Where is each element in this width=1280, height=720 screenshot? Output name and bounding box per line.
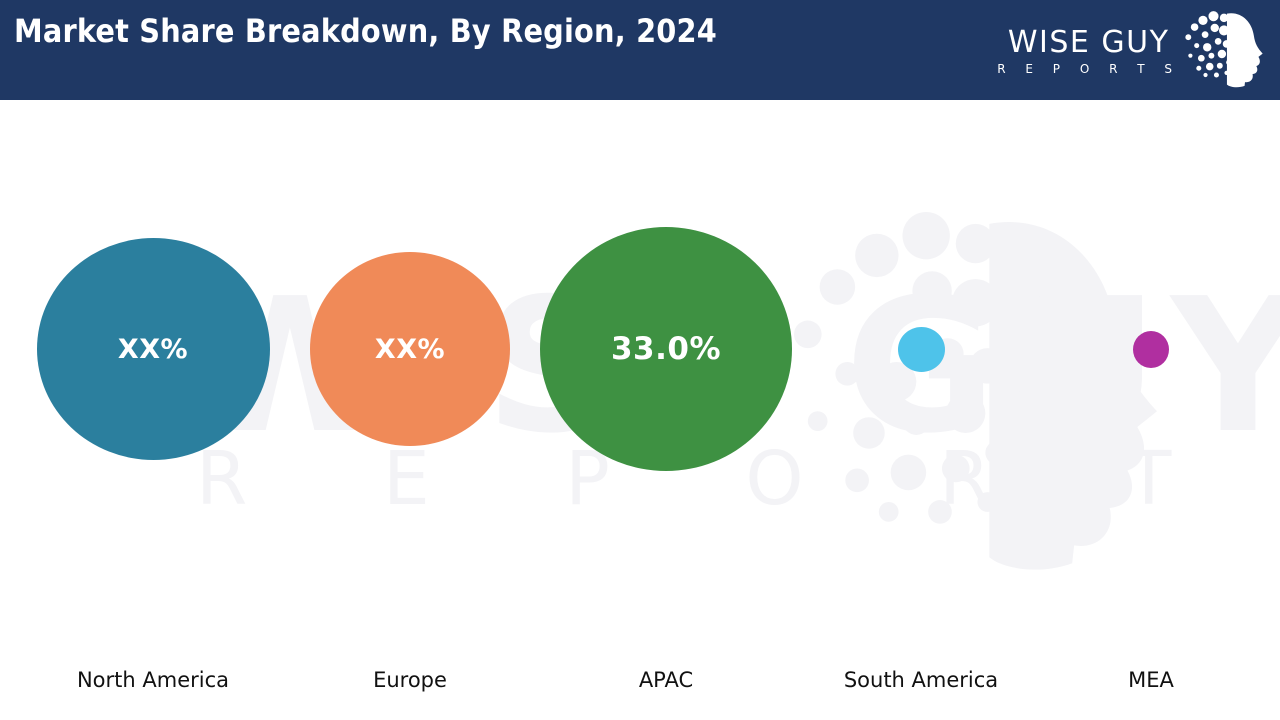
bubble-value-label: XX% xyxy=(374,333,446,365)
bubble-apac: 33.0% xyxy=(540,227,792,471)
watermark-head-icon xyxy=(793,212,1158,570)
bubble-europe: XX% xyxy=(310,252,510,446)
brand-logo-text: WISE GUY R E P O R T S xyxy=(997,25,1180,76)
header: Market Share Breakdown, By Region, 2024 … xyxy=(0,0,1280,100)
region-label-europe: Europe xyxy=(373,668,447,692)
page-title: Market Share Breakdown, By Region, 2024 xyxy=(14,12,718,50)
bubble-value-label: XX% xyxy=(117,333,189,365)
logo-wordmark: WISE GUY xyxy=(1007,24,1170,60)
region-label-south-america: South America xyxy=(843,668,999,692)
bubble-value-label: 33.0% xyxy=(610,331,722,367)
logo-subtext: R E P O R T S xyxy=(997,61,1180,76)
region-label-apac: APAC xyxy=(638,668,694,692)
bubble-mea xyxy=(1133,330,1169,368)
bubble-north-america: XX% xyxy=(36,238,270,460)
region-label-mea: MEA xyxy=(1128,668,1174,692)
region-label-north-america: North America xyxy=(76,668,230,692)
bubble-south-america xyxy=(897,326,945,372)
bubble-chart: WISE GUY R E P O R T S XX% XX% 33.0% Nor… xyxy=(0,100,1280,720)
brand-head-icon xyxy=(1185,11,1263,88)
brand-logo: WISE GUY R E P O R T S xyxy=(997,8,1266,92)
